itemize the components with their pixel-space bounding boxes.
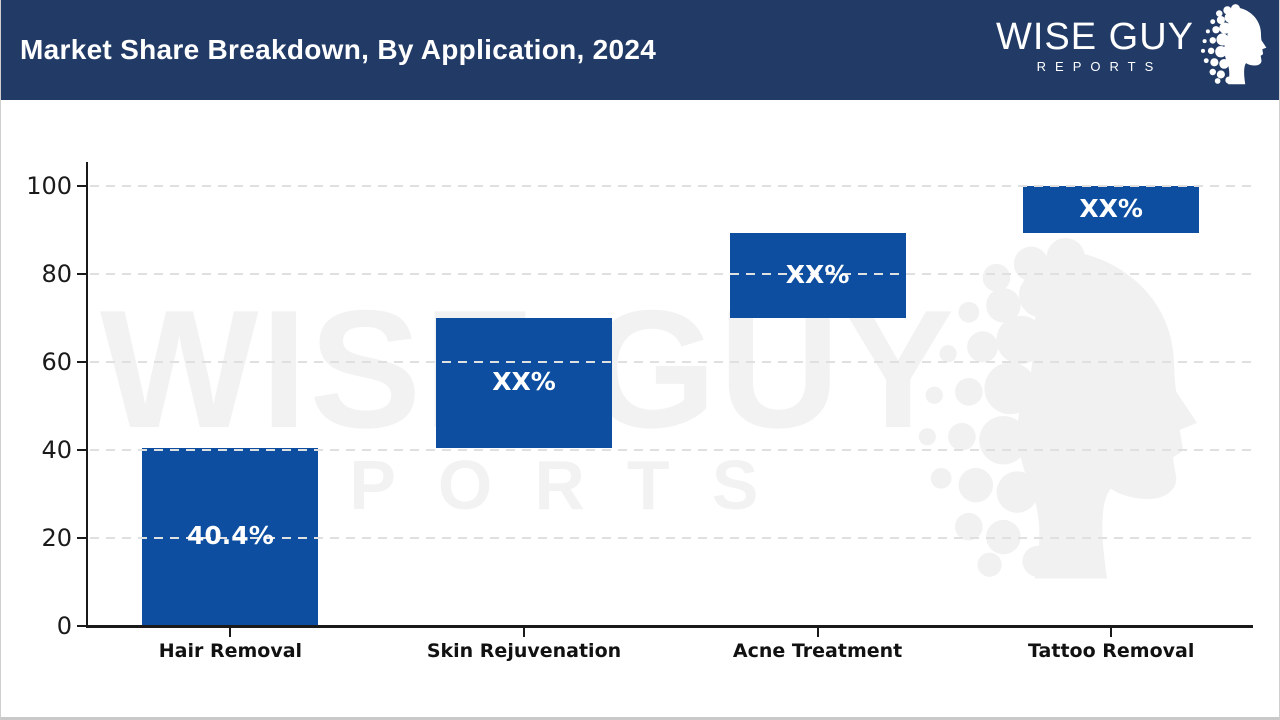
y-axis-line bbox=[86, 162, 88, 628]
category-label-hair-removal: Hair Removal bbox=[158, 640, 303, 662]
y-tick-80 bbox=[77, 273, 86, 275]
y-tick-label-100: 100 bbox=[26, 172, 72, 200]
x-tick-tattoo-removal bbox=[1110, 628, 1113, 637]
bar-acne-treatment bbox=[729, 233, 906, 318]
bar-tattoo-removal bbox=[1023, 186, 1200, 234]
category-label-tattoo-removal: Tattoo Removal bbox=[1028, 640, 1195, 662]
chart-canvas: WISE GUY REPORTS 0 20 40 60 80 100 40.4% Hair R… bbox=[0, 100, 1280, 720]
x-tick-acne-treatment bbox=[816, 628, 819, 637]
gridline-80 bbox=[90, 273, 1252, 275]
y-tick-label-80: 80 bbox=[41, 260, 72, 288]
y-tick-0 bbox=[77, 625, 86, 627]
gridline-100 bbox=[90, 185, 1252, 187]
bar-value-label-skin-rejuvenation: XX% bbox=[492, 367, 556, 397]
y-tick-label-0: 0 bbox=[56, 612, 72, 640]
logo-line2: REPORTS bbox=[1036, 59, 1163, 75]
header-bar: Market Share Breakdown, By Application, … bbox=[0, 0, 1280, 100]
category-label-acne-treatment: Acne Treatment bbox=[732, 640, 903, 662]
logo-wordmark: WISE GUY REPORTS bbox=[995, 15, 1194, 75]
y-tick-20 bbox=[77, 537, 86, 539]
head-profile-icon bbox=[1200, 4, 1267, 85]
x-tick-hair-removal bbox=[229, 628, 232, 637]
y-tick-40 bbox=[77, 449, 86, 451]
y-tick-label-20: 20 bbox=[41, 524, 72, 552]
logo-line1: WISE GUY bbox=[995, 15, 1194, 58]
x-tick-skin-rejuvenation bbox=[523, 628, 525, 637]
y-tick-60 bbox=[77, 361, 86, 363]
gridline-40 bbox=[90, 449, 1252, 451]
gridline-60 bbox=[90, 361, 1252, 363]
bar-value-label-tattoo-removal: XX% bbox=[1079, 193, 1143, 223]
watermark-head-icon bbox=[918, 237, 1198, 579]
category-label-skin-rejuvenation: Skin Rejuvenation bbox=[426, 640, 622, 662]
gridline-20 bbox=[90, 537, 1252, 539]
y-tick-100 bbox=[77, 185, 86, 187]
x-axis-line bbox=[87, 625, 1253, 628]
wise-guy-reports-logo: WISE GUY REPORTS bbox=[996, 4, 1268, 88]
y-tick-label-60: 60 bbox=[41, 348, 72, 376]
bar-skin-rejuvenation bbox=[436, 318, 612, 449]
y-tick-label-40: 40 bbox=[41, 436, 72, 464]
bar-value-label-hair-removal: 40.4% bbox=[187, 521, 274, 551]
page-title: Market Share Breakdown, By Application, … bbox=[20, 34, 657, 65]
bar-value-label-acne-treatment: XX% bbox=[785, 259, 850, 289]
